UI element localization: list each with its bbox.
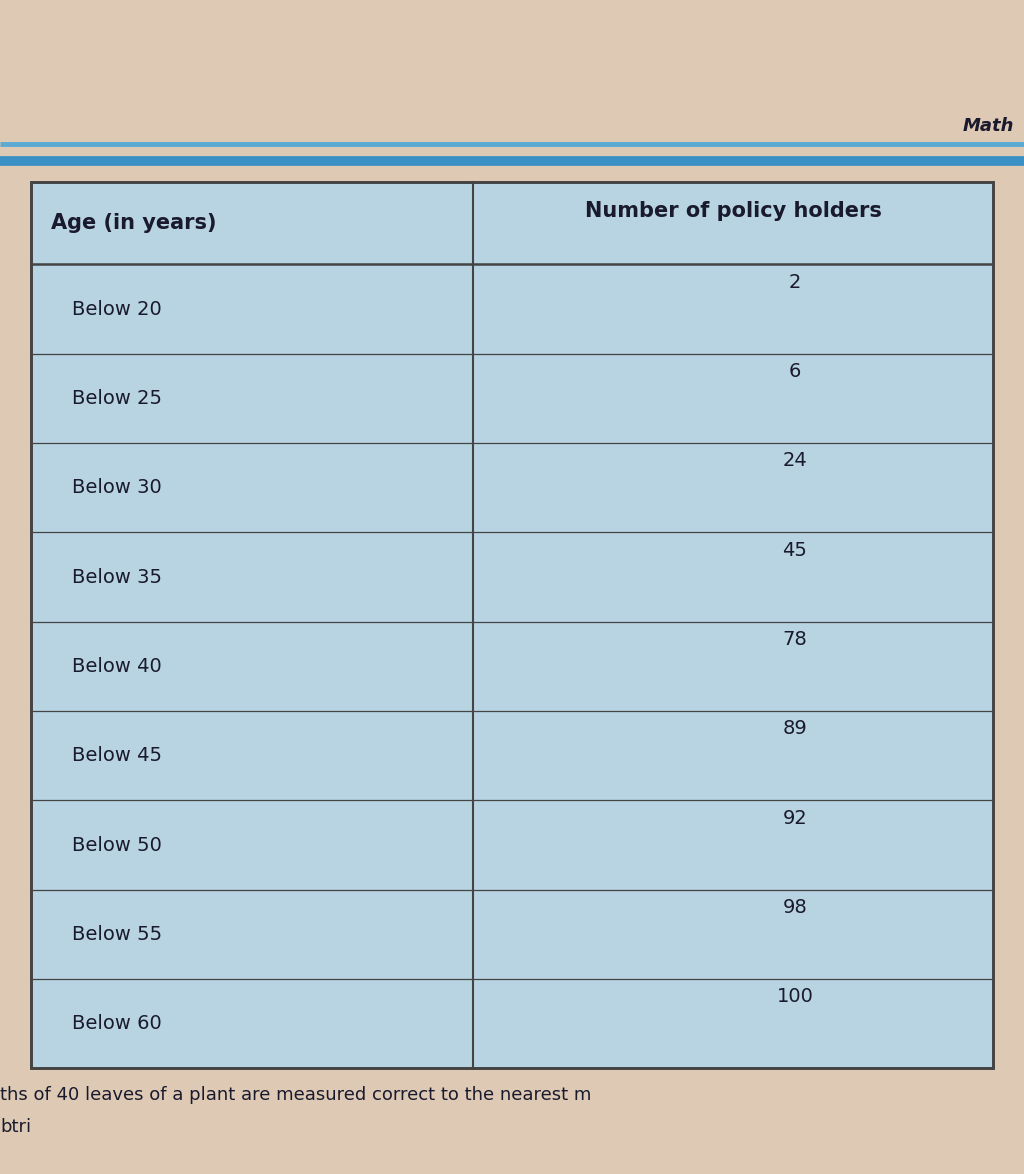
Bar [31,182,993,1068]
Text: 6: 6 [788,362,801,382]
Text: Below 55: Below 55 [72,925,162,944]
Text: Math: Math [963,117,1014,135]
Text: 92: 92 [782,809,807,828]
Text: Number of policy holders: Number of policy holders [585,201,882,221]
Text: Below 35: Below 35 [72,567,162,587]
Text: 89: 89 [782,720,807,738]
Text: 78: 78 [782,630,807,649]
Text: 98: 98 [782,898,807,917]
Text: 100: 100 [776,987,813,1006]
Text: Below 20: Below 20 [72,299,162,318]
Text: Below 60: Below 60 [72,1014,162,1033]
Text: Below 25: Below 25 [72,389,162,407]
Text: Below 45: Below 45 [72,747,162,765]
Bar [31,182,993,1068]
Text: 24: 24 [782,452,807,471]
Text: 2: 2 [788,272,801,292]
Text: ths of 40 leaves of a plant are measured correct to the nearest m: ths of 40 leaves of a plant are measured… [0,1086,592,1104]
Text: btri: btri [0,1118,31,1135]
Text: 45: 45 [782,541,807,560]
Text: Below 50: Below 50 [72,836,162,855]
Text: Age (in years): Age (in years) [51,214,217,234]
Text: Below 30: Below 30 [72,478,162,498]
Text: Below 40: Below 40 [72,657,162,676]
